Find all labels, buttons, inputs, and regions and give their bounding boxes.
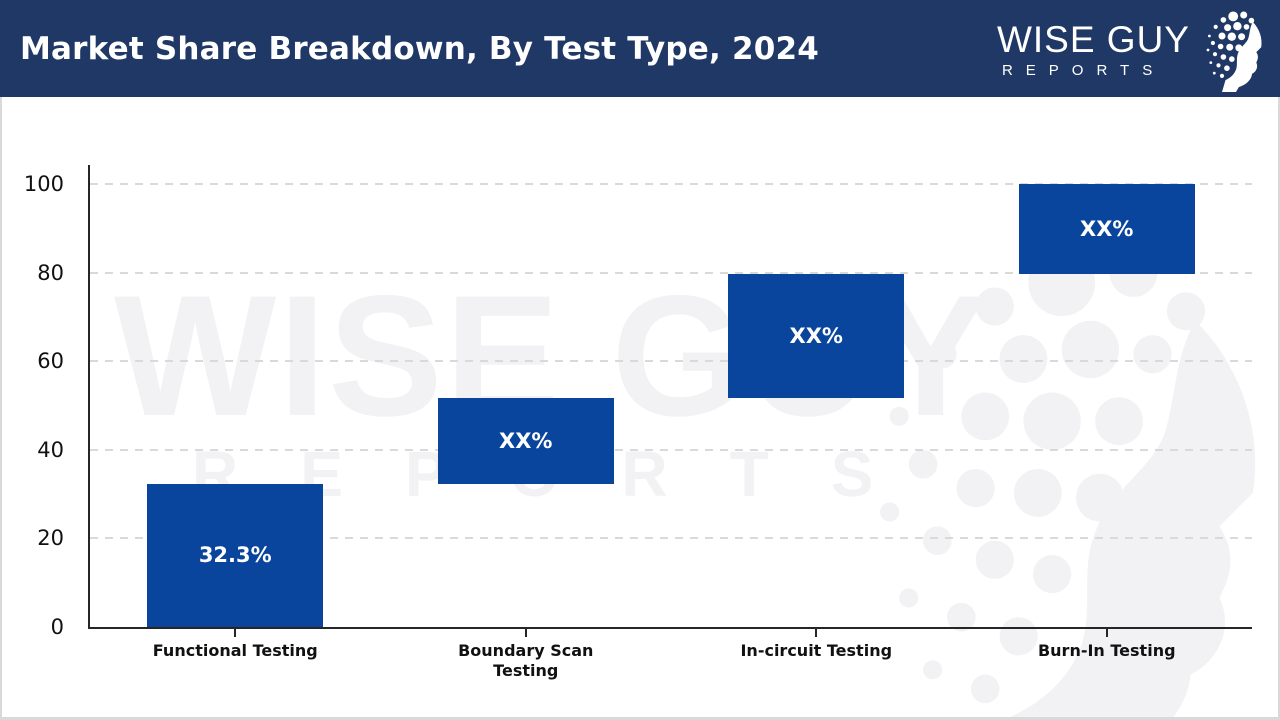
wise-guy-head-icon <box>1192 8 1266 92</box>
x-tick-mark <box>1105 629 1108 637</box>
y-axis-spine <box>88 165 90 629</box>
gridline-60 <box>90 360 1252 363</box>
gridline-40 <box>90 448 1252 451</box>
header-bar: Market Share Breakdown, By Test Type, 20… <box>0 0 1280 97</box>
y-tick-label-40: 40 <box>37 437 64 462</box>
brand-subtitle: REPORTS <box>1001 61 1166 79</box>
chart-title: Market Share Breakdown, By Test Type, 20… <box>20 30 820 67</box>
bar-4: XX% <box>1018 184 1195 274</box>
gridline-20 <box>90 537 1252 540</box>
brand-name: WISE GUY <box>996 19 1190 61</box>
bar-1: 32.3% <box>147 483 324 627</box>
gridline-80 <box>90 271 1252 274</box>
gridline-100 <box>90 183 1252 186</box>
y-tick-label-60: 60 <box>37 349 64 374</box>
brand-logo: WISE GUY REPORTS <box>997 8 1266 92</box>
bar-value-label: XX% <box>1080 216 1134 241</box>
bar-value-label: XX% <box>789 323 843 348</box>
x-category-label: Burn-In Testing <box>1037 641 1176 660</box>
y-tick-label-80: 80 <box>37 260 64 285</box>
plot-area: 32.3% Functional Testing XX% Boundary Scan … <box>88 165 1252 680</box>
x-category-label: Boundary Scan Testing <box>458 641 594 680</box>
y-tick-label-20: 20 <box>37 526 64 551</box>
y-tick-label-100: 100 <box>23 172 64 197</box>
brand-logo-text: WISE GUY REPORTS <box>996 19 1190 79</box>
x-tick-mark <box>815 629 818 637</box>
x-tick-mark <box>524 629 527 637</box>
x-category-label: Functional Testing <box>152 641 318 660</box>
bar-value-label: XX% <box>499 428 553 453</box>
bar-2: XX% <box>437 397 614 484</box>
x-tick-mark <box>234 629 237 637</box>
x-axis-spine <box>88 627 1252 629</box>
bar-3: XX% <box>728 273 905 398</box>
y-tick-label-0: 0 <box>50 615 64 639</box>
y-axis-labels: 0 20 40 60 80 100 <box>2 165 76 639</box>
x-category-label: In-circuit Testing <box>740 641 893 660</box>
bar-value-label: 32.3% <box>198 543 272 568</box>
